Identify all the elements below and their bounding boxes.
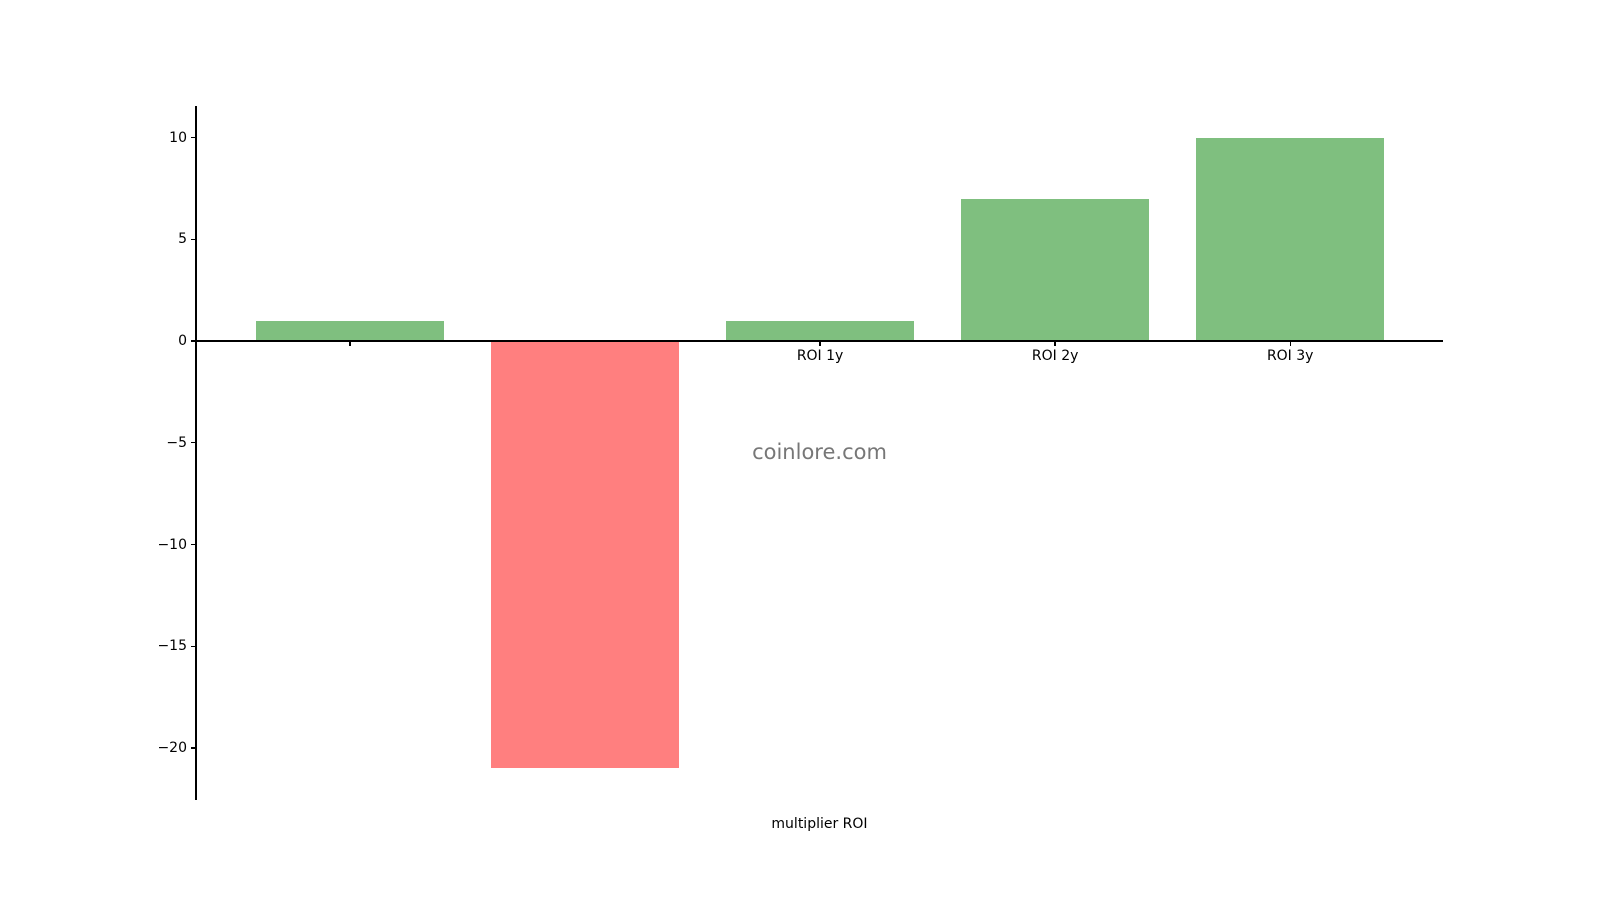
- x-tick-mark: [819, 341, 821, 347]
- y-tick-mark: [191, 543, 196, 546]
- y-tick-mark: [191, 442, 196, 444]
- y-tick-mark: [191, 238, 196, 240]
- x-tick-label: ROI 1y: [796, 348, 844, 364]
- x-tick-mark: [349, 341, 351, 347]
- x-tick-mark: [1054, 341, 1056, 347]
- watermark-text: coinlore.com: [752, 440, 887, 464]
- y-tick-label: −15: [157, 638, 187, 655]
- y-tick-label: −5: [166, 434, 187, 451]
- y-tick-mark: [191, 645, 196, 647]
- bar-ROI 1y: [726, 320, 915, 342]
- x-tick-label: ROI 2y: [1031, 348, 1079, 364]
- y-tick-label: 5: [178, 231, 187, 248]
- bar-unlabeled-1: [491, 341, 680, 769]
- y-tick-mark: [191, 340, 196, 342]
- x-axis-title: multiplier ROI: [771, 816, 868, 832]
- x-tick-mark: [1289, 341, 1291, 347]
- y-tick-label: −10: [157, 536, 187, 553]
- y-tick-label: 0: [178, 333, 187, 350]
- y-tick-mark: [191, 136, 196, 139]
- x-axis-zero-line: [196, 340, 1443, 342]
- y-tick-label: 10: [169, 129, 187, 146]
- x-tick-label: ROI 3y: [1266, 348, 1314, 364]
- y-tick-label: −20: [157, 740, 187, 757]
- bar-unlabeled-0: [255, 320, 444, 342]
- y-tick-mark: [191, 747, 196, 749]
- y-axis-spine: [195, 106, 197, 800]
- bar-ROI 2y: [961, 198, 1150, 342]
- bar-ROI 3y: [1196, 137, 1385, 342]
